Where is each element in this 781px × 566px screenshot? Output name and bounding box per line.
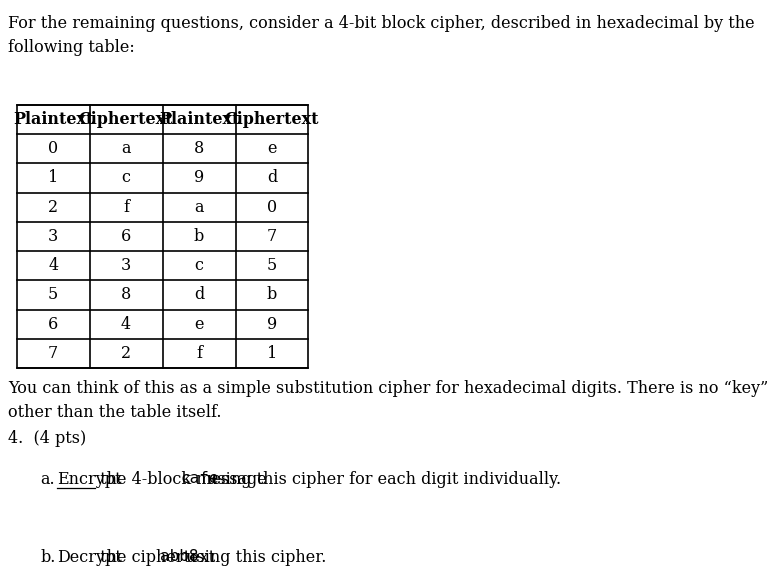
Text: 4: 4 [121,316,131,333]
Text: 2: 2 [121,345,131,362]
Text: b: b [267,286,277,303]
Text: using this cipher for each digit individually.: using this cipher for each digit individ… [201,470,561,488]
Text: d: d [267,169,277,186]
Text: b: b [194,228,204,245]
Text: 5: 5 [267,257,277,274]
Text: 4: 4 [48,257,59,274]
Text: Ciphertext: Ciphertext [225,111,319,128]
Text: 2: 2 [48,199,59,216]
Text: 4.  (4 pts): 4. (4 pts) [8,431,86,448]
Text: Plaintext: Plaintext [159,111,239,128]
Text: Plaintext: Plaintext [13,111,94,128]
Text: using this cipher.: using this cipher. [181,549,326,566]
Text: Encrypt: Encrypt [58,470,122,488]
Text: c: c [122,169,130,186]
Text: 8: 8 [194,140,204,157]
Text: 8: 8 [121,286,131,303]
Text: b.: b. [40,549,55,566]
Text: 3: 3 [121,257,131,274]
Text: You can think of this as a simple substitution cipher for hexadecimal digits. Th: You can think of this as a simple substi… [8,380,769,421]
Text: the 4-block message: the 4-block message [95,470,273,488]
Text: Ciphertext: Ciphertext [79,111,173,128]
Text: 3: 3 [48,228,59,245]
Text: 9: 9 [194,169,204,186]
Text: 0: 0 [267,199,277,216]
Text: e: e [194,316,204,333]
Text: d: d [194,286,204,303]
Text: Decrypt: Decrypt [58,549,123,566]
Text: f: f [123,199,129,216]
Text: a: a [194,199,204,216]
Text: a: a [121,140,131,157]
Text: 1: 1 [267,345,277,362]
Text: 0: 0 [48,140,59,157]
Text: For the remaining questions, consider a 4-bit block cipher, described in hexadec: For the remaining questions, consider a … [8,15,754,56]
Text: 5: 5 [48,286,59,303]
Text: 9: 9 [267,316,277,333]
Text: the ciphertext: the ciphertext [95,549,220,566]
Text: a.: a. [40,470,55,488]
Text: 6: 6 [121,228,131,245]
Text: 7: 7 [267,228,277,245]
Text: 1: 1 [48,169,59,186]
Text: c: c [194,257,204,274]
Text: 6: 6 [48,316,59,333]
Text: cafe: cafe [180,470,219,486]
Text: abb8: abb8 [160,549,198,564]
Text: f: f [196,345,202,362]
Text: 7: 7 [48,345,59,362]
Text: e: e [267,140,276,157]
